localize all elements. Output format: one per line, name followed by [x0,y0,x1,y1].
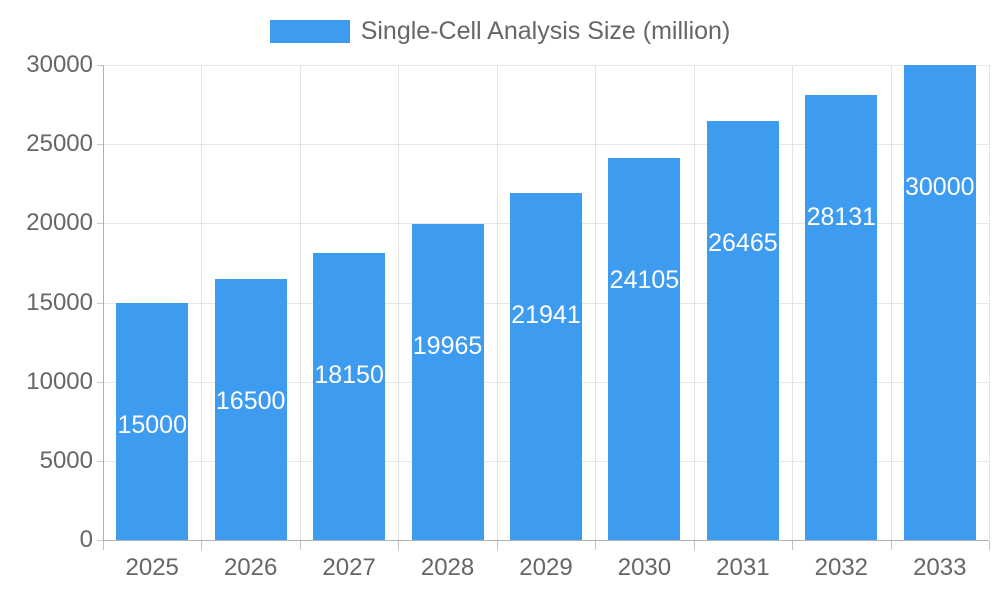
x-tick-label: 2033 [913,554,967,581]
bar-slot: 19965 [398,65,496,540]
y-tick-label: 5000 [39,446,93,474]
bar-value-label: 15000 [117,410,187,439]
bar-slot: 28131 [792,65,890,540]
x-tick-label: 2028 [420,554,475,581]
x-tick-mark [201,541,202,550]
y-tick-mark [97,144,103,146]
bar-slot: 30000 [891,65,989,540]
bar-value-label: 21941 [511,300,581,329]
x-tick-label: 2026 [223,554,278,581]
y-tick-label: 20000 [26,209,93,237]
x-tick-label: 2032 [814,554,869,581]
x-tick-label: 2027 [322,554,376,581]
y-gridline [103,65,989,66]
x-tick-mark [398,541,399,550]
y-tick-label: 30000 [26,51,93,78]
y-tick-label: 25000 [26,130,93,158]
y-tick-mark [97,540,103,541]
bar-value-label: 28131 [806,202,877,231]
bar-slot: 15000 [103,65,201,540]
x-tick-mark [300,541,301,550]
x-tick-mark [694,541,695,550]
y-gridline [103,144,989,146]
category-divider [891,65,892,540]
bar[interactable] [411,223,484,540]
bar-slot: 16500 [201,65,299,540]
x-tick-mark [103,541,104,550]
category-divider [792,65,793,540]
chart-legend: Single-Cell Analysis Size (million) [0,0,1000,62]
bar-value-label: 19965 [412,331,483,360]
x-axis-line [103,540,989,541]
bar-value-label: 18150 [314,360,384,389]
x-tick-mark [595,541,596,550]
bar[interactable] [706,120,779,540]
plot-area: 15000 16500 18150 19965 21941 24105 26465 28131… [103,65,990,541]
bar[interactable] [509,192,582,540]
bar[interactable] [214,278,287,540]
y-axis-line [103,65,104,541]
bar-slot: 18150 [300,65,398,540]
x-tick-label: 2031 [716,554,770,581]
y-tick-mark [97,302,103,304]
y-tick-mark [97,223,103,225]
y-tick-label: 10000 [26,367,93,395]
bar-value-label: 16500 [215,386,286,415]
category-divider [694,65,695,540]
legend-color-swatch [269,19,350,43]
category-divider [300,65,301,540]
bar[interactable] [805,94,878,540]
bar[interactable] [903,65,976,540]
y-tick-mark [97,65,103,66]
bar[interactable] [116,302,189,540]
bar[interactable] [608,158,681,540]
category-divider [497,65,498,540]
x-tick-mark [891,541,892,550]
bar[interactable] [313,252,386,540]
bar-value-label: 30000 [905,173,975,201]
category-divider [989,65,990,540]
legend-item-single-cell-analysis-size[interactable]: Single-Cell Analysis Size (million) [269,16,731,45]
bar-slot: 24105 [595,65,693,540]
bar-value-label: 24105 [609,266,680,295]
y-tick-mark [97,460,103,462]
category-divider [595,65,596,540]
y-axis-labels: 0 5000 10000 15000 20000 25000 30000 [0,0,103,600]
category-divider [398,65,399,540]
bar-slot: 21941 [497,65,595,540]
x-tick-mark [792,541,793,550]
x-tick-mark [497,541,498,550]
x-tick-mark [989,541,990,550]
bar-value-label: 26465 [708,228,778,257]
x-tick-label: 2030 [617,554,672,581]
category-divider [201,65,202,540]
y-tick-mark [97,381,103,383]
y-tick-label: 0 [79,526,93,553]
y-tick-label: 15000 [26,288,93,316]
x-tick-label: 2025 [125,554,179,581]
bar-slot: 26465 [694,65,792,540]
x-tick-label: 2029 [519,554,573,581]
legend-label: Single-Cell Analysis Size (million) [360,16,731,45]
